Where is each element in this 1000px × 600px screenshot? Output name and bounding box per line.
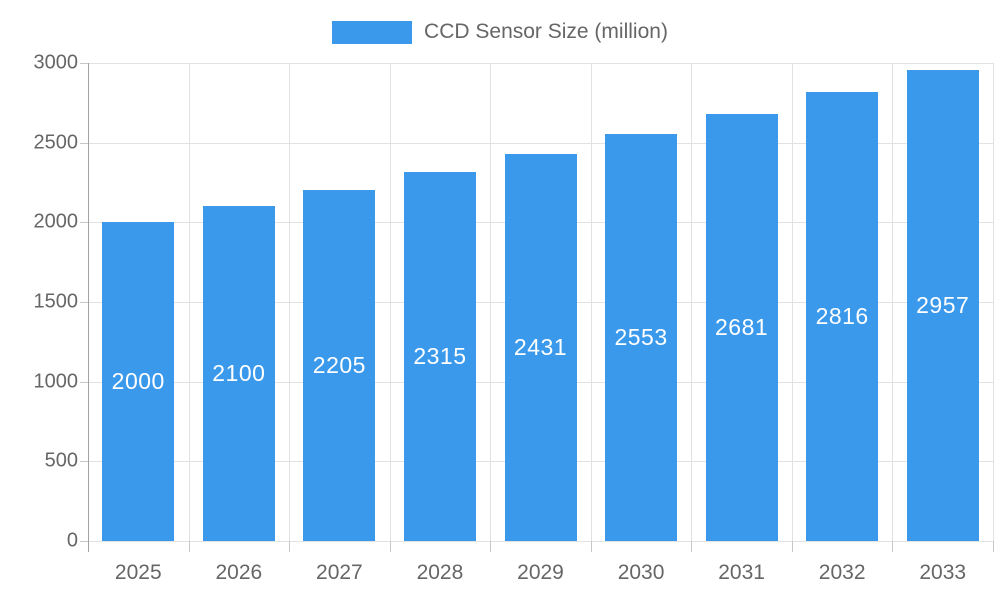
y-axis-tick [80,381,88,383]
x-axis-label: 2030 [617,561,665,584]
bar-value-label: 2205 [312,351,366,378]
bar-value-label: 2681 [715,313,769,340]
x-axis-label: 2032 [818,561,866,584]
y-axis-line [88,63,89,552]
bar-value-label: 2100 [212,360,266,387]
vertical-gridline [590,63,592,541]
y-axis-tick [80,541,88,542]
bar-2029: 2431 [504,153,577,541]
legend-color-swatch [332,20,413,44]
x-axis-tick [389,541,391,552]
bar-2031: 2681 [705,113,778,541]
y-axis-tick [80,302,88,303]
y-axis-tick [80,222,88,224]
horizontal-gridline [88,142,993,144]
y-axis-label: 3000 [33,51,79,74]
legend-label: CCD Sensor Size (million) [424,20,668,43]
x-axis-label: 2027 [316,561,363,584]
y-axis-label: 500 [44,449,78,472]
vertical-gridline [791,63,793,541]
x-axis-label: 2026 [215,561,263,584]
y-axis-tick [80,142,88,144]
y-axis-label: 1000 [33,370,79,393]
x-axis-label: 2031 [718,561,765,584]
x-axis-tick [993,541,994,552]
vertical-gridline [188,63,190,541]
bar-2033: 2957 [906,69,979,541]
x-axis-label: 2025 [114,561,162,584]
bar-2030: 2553 [605,134,678,541]
vertical-gridline [289,63,291,541]
x-axis-label: 2028 [416,561,464,584]
x-axis-tick [791,541,793,552]
bar-value-label: 2553 [614,324,668,351]
vertical-gridline [490,63,492,541]
x-axis-tick [490,541,492,552]
vertical-gridline [892,63,894,541]
y-axis-label: 2500 [33,131,79,154]
x-axis-tick [289,541,291,552]
y-axis-label: 0 [66,529,78,552]
bar-value-label: 2957 [916,291,970,318]
x-axis-label: 2033 [919,561,967,584]
bar-2027: 2205 [303,189,376,541]
x-axis-tick [892,541,894,552]
bar-2025: 2000 [102,222,175,541]
plot-area: 2000 2100 2205 2315 2431 2553 2681 2816 2957 [88,63,994,542]
x-axis-tick [590,541,592,552]
bar-value-label: 2315 [413,343,467,370]
bar-value-label: 2816 [815,303,869,330]
y-axis-tick [80,63,88,64]
vertical-gridline [389,63,391,541]
vertical-gridline [993,63,994,541]
y-axis-label: 2000 [33,210,79,233]
bar-value-label: 2431 [513,333,568,360]
horizontal-gridline [88,63,993,64]
horizontal-gridline [88,541,993,542]
x-axis-label: 2029 [517,561,564,584]
bar-value-label: 2000 [111,368,165,395]
y-axis-tick [80,461,88,463]
x-axis-tick [188,541,190,552]
bar-2026: 2100 [202,206,275,541]
chart-legend[interactable]: CCD Sensor Size (million) [0,20,1000,44]
y-axis-label: 1500 [33,290,79,313]
bar-2028: 2315 [403,172,476,541]
vertical-gridline [691,63,693,541]
x-axis-tick [691,541,693,552]
bar-2032: 2816 [806,92,879,541]
